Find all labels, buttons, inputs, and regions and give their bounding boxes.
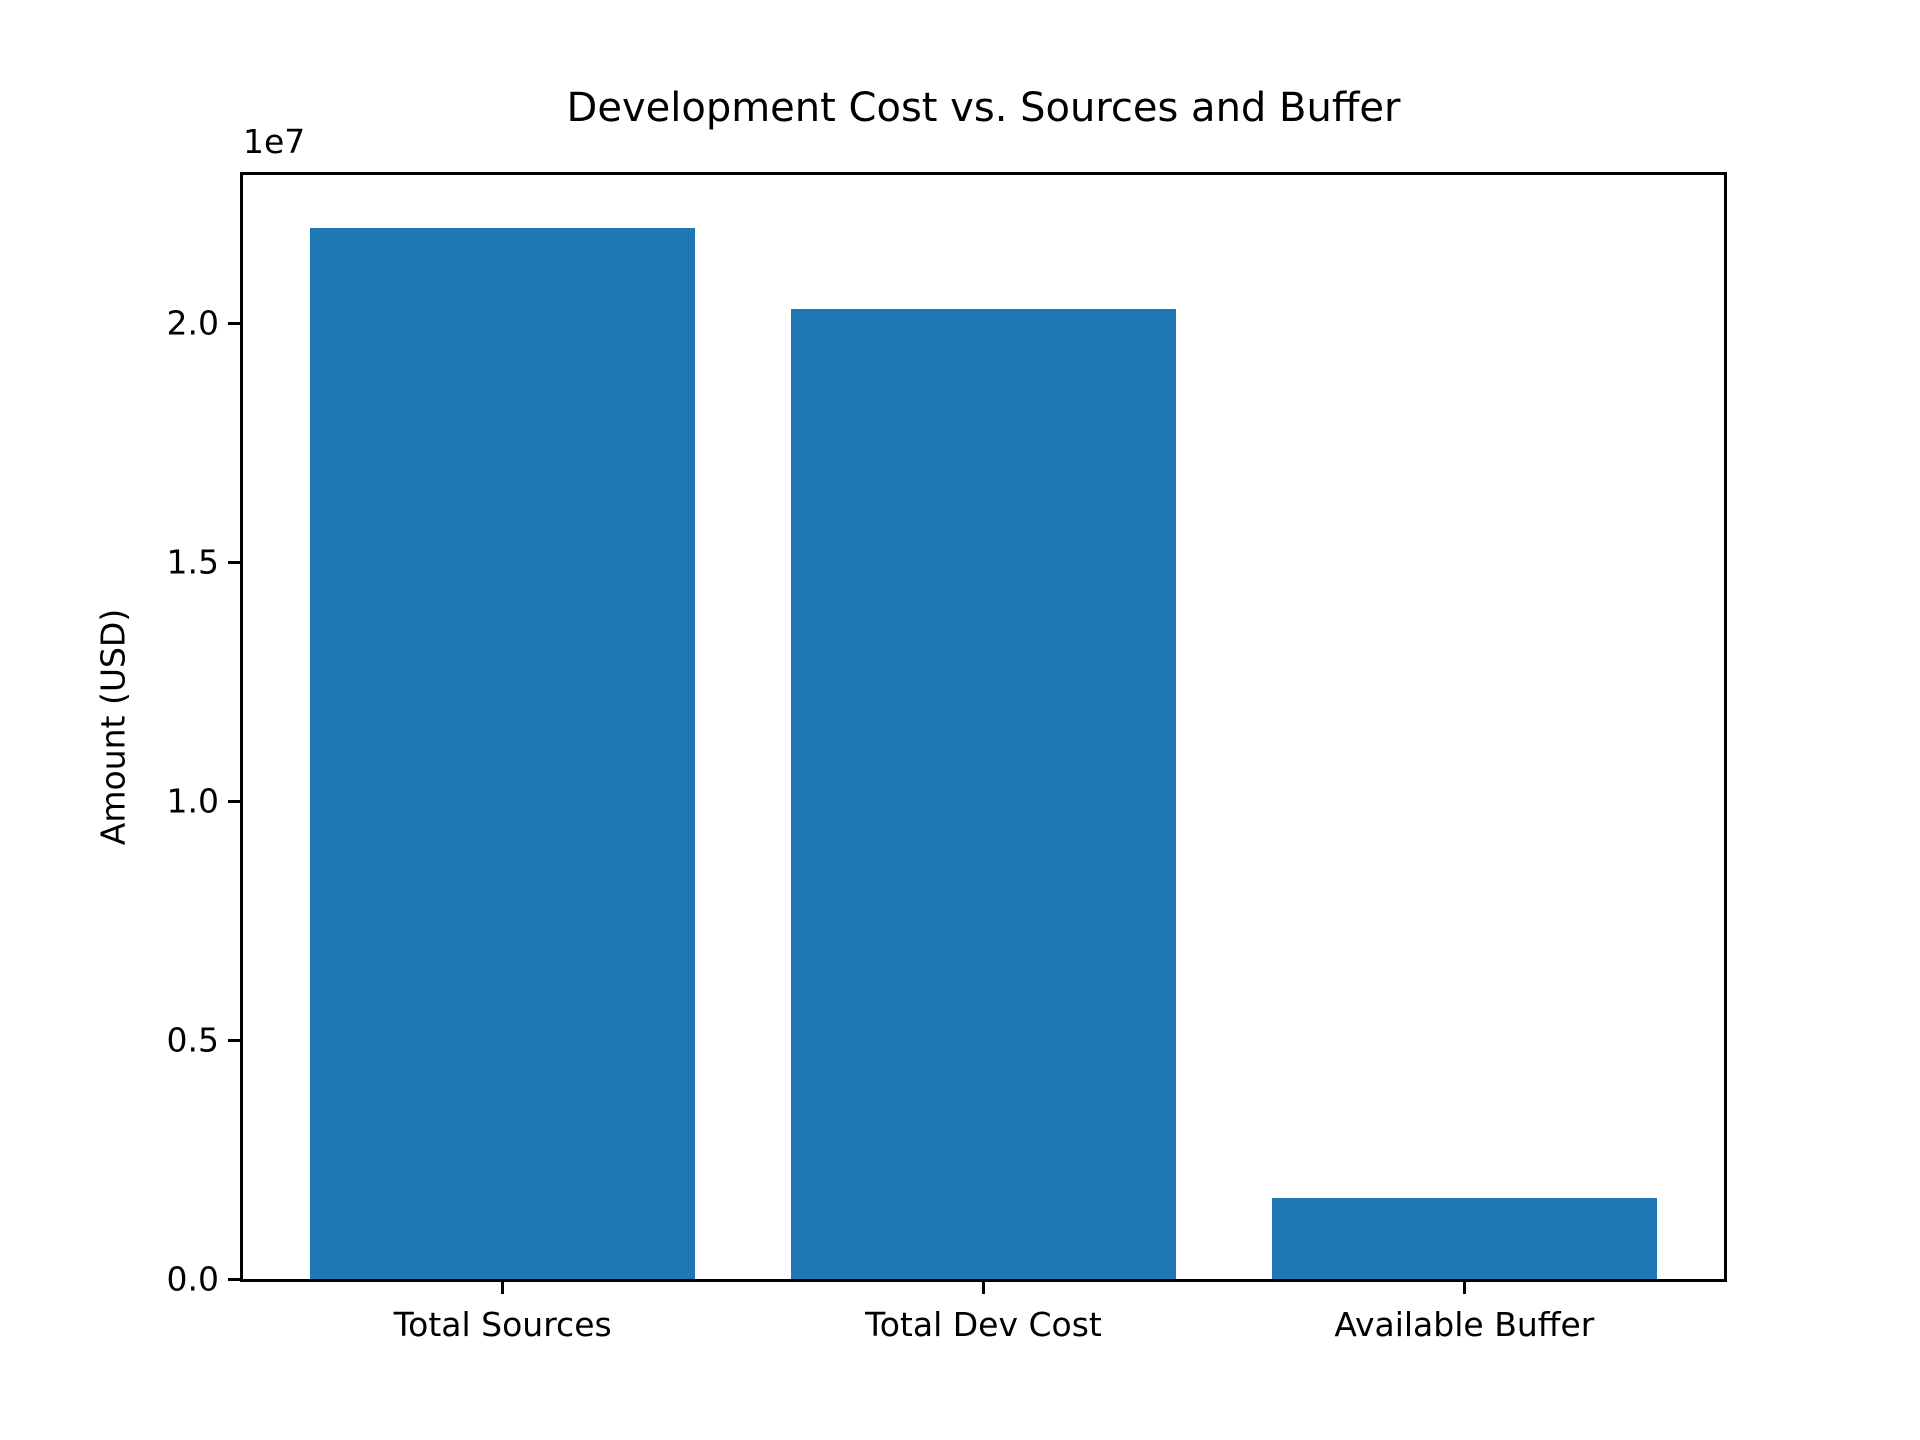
- y-tick-mark: [228, 560, 240, 564]
- y-tick-label-2.0: 2.0: [166, 303, 219, 343]
- y-axis-label: Amount (USD): [93, 608, 133, 846]
- y-axis-offset-text: 1e7: [243, 122, 306, 161]
- y-tick-mark: [228, 1277, 240, 1281]
- x-tick-mark: [1462, 1282, 1466, 1294]
- x-tick-label-total-sources: Total Sources: [393, 1305, 612, 1344]
- y-tick-mark: [228, 799, 240, 803]
- y-tick-label-0.0: 0.0: [166, 1259, 219, 1299]
- plot-area: Total Sources Total Dev Cost Available Buf…: [167, 172, 1727, 1344]
- x-tick-label-total-dev-cost: Total Dev Cost: [865, 1305, 1102, 1344]
- bar-total-sources: [310, 227, 695, 1279]
- x-tick-label-available-buffer: Available Buffer: [1334, 1305, 1595, 1344]
- chart-title: Development Cost vs. Sources and Buffer: [566, 85, 1401, 131]
- y-tick-mark: [228, 321, 240, 325]
- x-tick-mark: [982, 1282, 985, 1294]
- y-tick-mark: [228, 1038, 240, 1042]
- y-tick-label-0.5: 0.5: [166, 1020, 219, 1060]
- bar-available-buffer: [1272, 1197, 1657, 1279]
- bar-total-dev-cost: [791, 308, 1176, 1279]
- y-tick-label-1.0: 1.0: [166, 781, 219, 821]
- y-tick-label-1.5: 1.5: [166, 542, 219, 582]
- x-tick-mark: [501, 1282, 505, 1294]
